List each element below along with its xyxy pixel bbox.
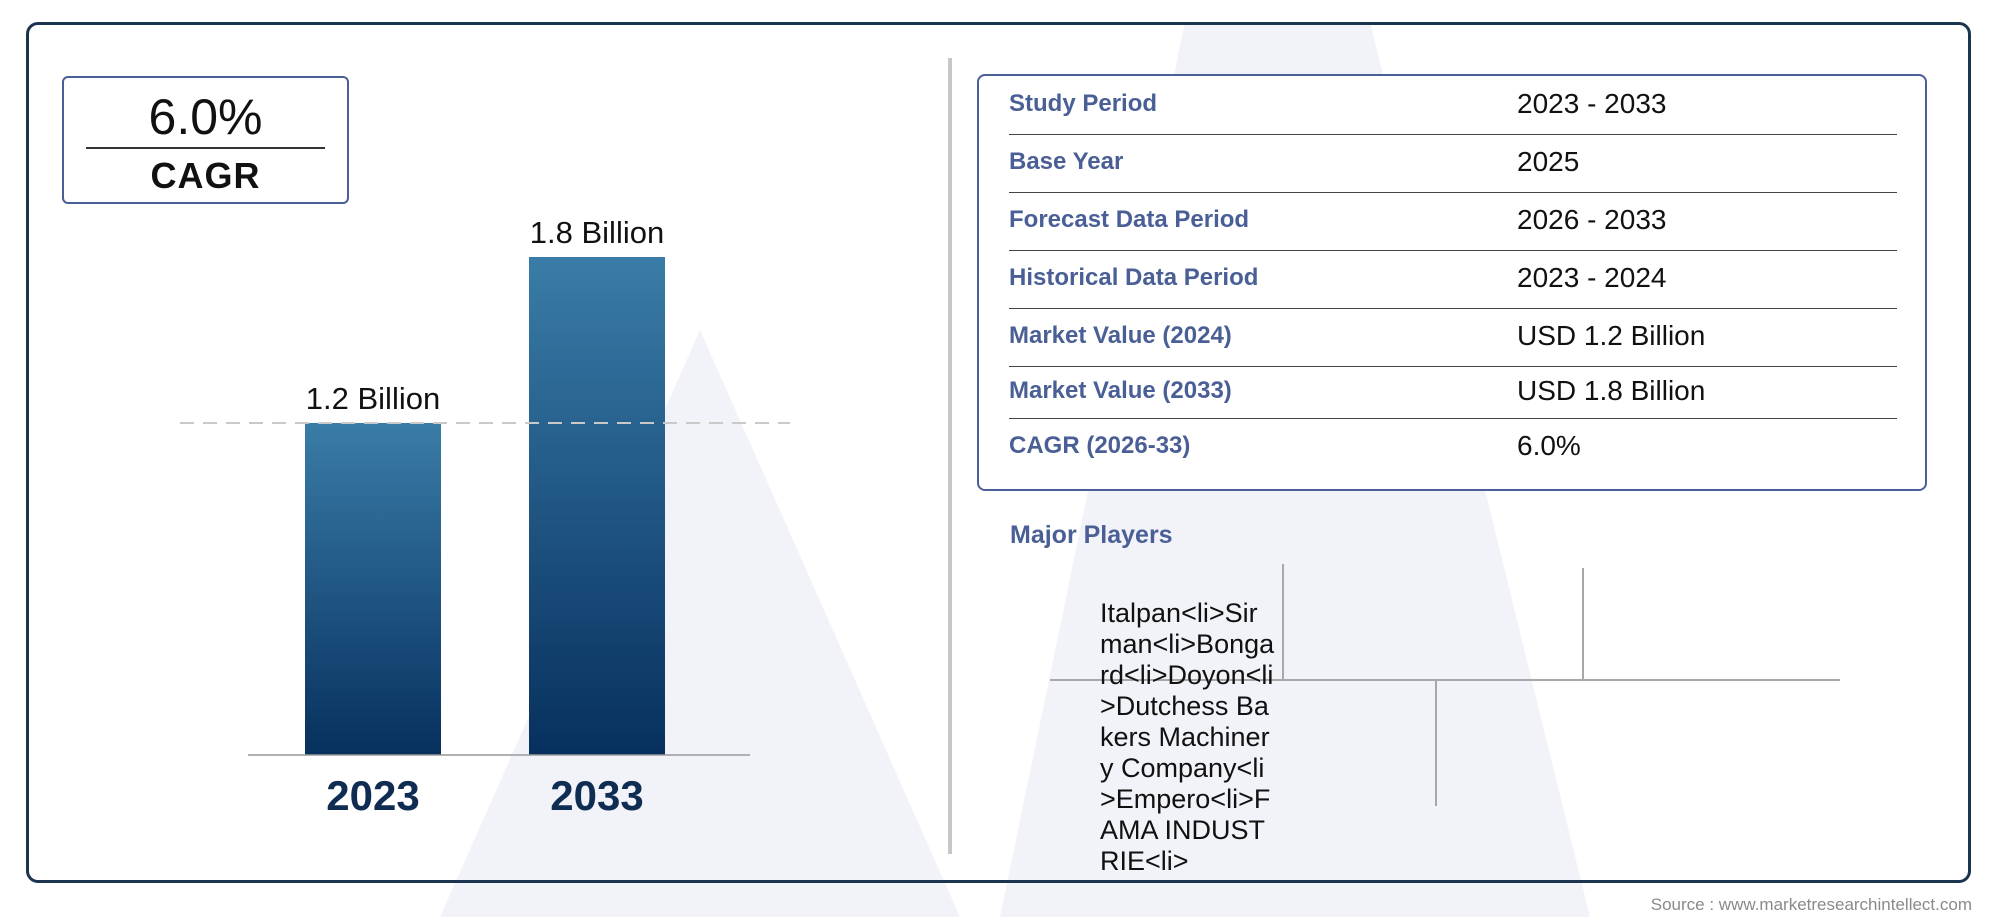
market-info-table: Study Period 2023 - 2033 Base Year 2025 … xyxy=(977,74,1927,491)
x-tick-label: 2023 xyxy=(326,772,419,819)
info-value: 2025 xyxy=(1517,146,1580,177)
vertical-divider xyxy=(948,58,952,854)
info-row-cagr: CAGR (2026-33) 6.0% xyxy=(1009,418,1897,476)
info-label: Historical Data Period xyxy=(1009,264,1259,291)
bar-chart: 1.2 Billion 2023 1.8 Billion 2033 xyxy=(180,215,790,819)
info-value: 2023 - 2024 xyxy=(1517,262,1667,293)
timeline-tick xyxy=(1435,680,1437,806)
info-label: Market Value (2033) xyxy=(1009,377,1232,404)
info-row-historical-period: Historical Data Period 2023 - 2024 xyxy=(1009,250,1897,309)
info-label: CAGR (2026-33) xyxy=(1009,432,1191,459)
info-row-market-value-2033: Market Value (2033) USD 1.8 Billion xyxy=(1009,366,1897,419)
info-value: USD 1.8 Billion xyxy=(1517,375,1706,406)
info-row-base-year: Base Year 2025 xyxy=(1009,134,1897,193)
data-label: 1.8 Billion xyxy=(530,215,664,250)
cagr-divider xyxy=(86,147,325,149)
cagr-badge: 6.0% CAGR xyxy=(62,76,349,204)
timeline-axis xyxy=(1050,679,1840,681)
info-row-market-value-2024: Market Value (2024) USD 1.2 Billion xyxy=(1009,308,1897,367)
bar-2023 xyxy=(305,423,441,755)
major-players-title: Major Players xyxy=(1010,521,1173,549)
timeline-tick xyxy=(1282,564,1284,680)
info-label: Forecast Data Period xyxy=(1009,206,1250,233)
info-label: Study Period xyxy=(1009,90,1158,117)
info-label: Base Year xyxy=(1009,148,1124,175)
content-frame xyxy=(26,22,1971,883)
x-tick-label: 2033 xyxy=(550,772,643,819)
info-value: USD 1.2 Billion xyxy=(1517,320,1706,351)
data-label: 1.2 Billion xyxy=(306,381,440,416)
bar-2033 xyxy=(529,257,665,755)
info-value: 6.0% xyxy=(1517,430,1581,461)
info-row-study-period: Study Period 2023 - 2033 xyxy=(1009,76,1897,135)
info-row-forecast-period: Forecast Data Period 2026 - 2033 xyxy=(1009,192,1897,251)
timeline-tick xyxy=(1582,568,1584,680)
source-credit: Source : www.marketresearchintellect.com xyxy=(1650,895,1972,914)
info-label: Market Value (2024) xyxy=(1009,322,1232,349)
info-value: 2026 - 2033 xyxy=(1517,204,1667,235)
major-players-list: Italpan<li>Sirman<li>Bongard<li>Doyon<li… xyxy=(1100,598,1275,876)
cagr-label: CAGR xyxy=(150,155,261,196)
info-value: 2023 - 2033 xyxy=(1517,88,1667,119)
cagr-value: 6.0% xyxy=(148,89,263,145)
